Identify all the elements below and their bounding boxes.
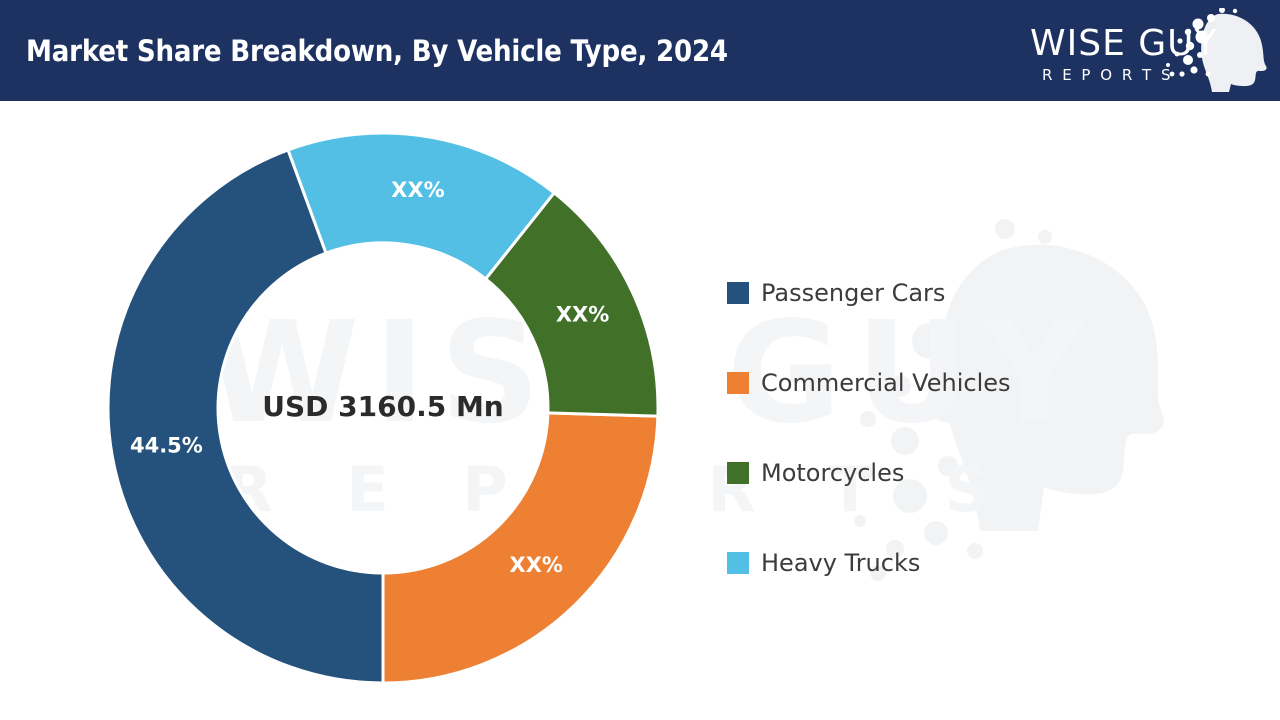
slice-value-label-passenger-cars: 44.5%: [130, 434, 203, 458]
logo-svg: WISE GUY R E P O R T S: [1030, 8, 1267, 92]
logo-wordmark-secondary: R E P O R T S: [1042, 66, 1173, 84]
logo-wordmark-primary: WISE GUY: [1030, 23, 1218, 64]
head-dots-icon: [1166, 8, 1267, 92]
page-title: Market Share Breakdown, By Vehicle Type,…: [26, 33, 728, 68]
legend-item-motorcycles[interactable]: Motorcycles: [727, 428, 1147, 518]
legend-swatch-icon: [727, 462, 749, 484]
legend-item-heavy-trucks[interactable]: Heavy Trucks: [727, 518, 1147, 608]
donut-center-label: USD 3160.5 Mn: [262, 390, 504, 423]
legend-swatch-icon: [727, 552, 749, 574]
slice-value-label-motorcycles: XX%: [556, 302, 609, 326]
legend-label: Heavy Trucks: [761, 549, 921, 577]
page-header: Market Share Breakdown, By Vehicle Type,…: [0, 0, 1280, 101]
donut-slice-heavy-trucks[interactable]: [286, 131, 557, 281]
donut-svg: 44.5% XX% XX% XX% USD 3160.5 Mn: [106, 131, 660, 685]
legend-item-passenger-cars[interactable]: Passenger Cars: [727, 248, 1147, 338]
legend-swatch-icon: [727, 372, 749, 394]
donut-slice-motorcycles[interactable]: [483, 190, 660, 418]
legend-swatch-icon: [727, 282, 749, 304]
donut-slice-labels: 44.5% XX% XX% XX%: [130, 178, 609, 577]
chart-legend: Passenger Cars Commercial Vehicles Motor…: [727, 248, 1147, 608]
legend-item-commercial-vehicles[interactable]: Commercial Vehicles: [727, 338, 1147, 428]
slice-value-label-commercial-vehicles: XX%: [510, 553, 563, 577]
legend-label: Commercial Vehicles: [761, 369, 1011, 397]
donut-slice-commercial-vehicles[interactable]: [381, 411, 660, 685]
slice-value-label-heavy-trucks: XX%: [391, 178, 444, 202]
donut-chart: 44.5% XX% XX% XX% USD 3160.5 Mn: [0, 101, 700, 720]
legend-label: Motorcycles: [761, 459, 905, 487]
wiseguy-reports-logo: WISE GUY R E P O R T S: [1022, 8, 1272, 94]
legend-label: Passenger Cars: [761, 279, 946, 307]
donut-slices: [106, 131, 660, 685]
donut-slice-passenger-cars[interactable]: [106, 147, 385, 685]
chart-area: WISE GUY R E P O R T S 44.5%XX%XX%XX% US…: [0, 101, 1280, 720]
